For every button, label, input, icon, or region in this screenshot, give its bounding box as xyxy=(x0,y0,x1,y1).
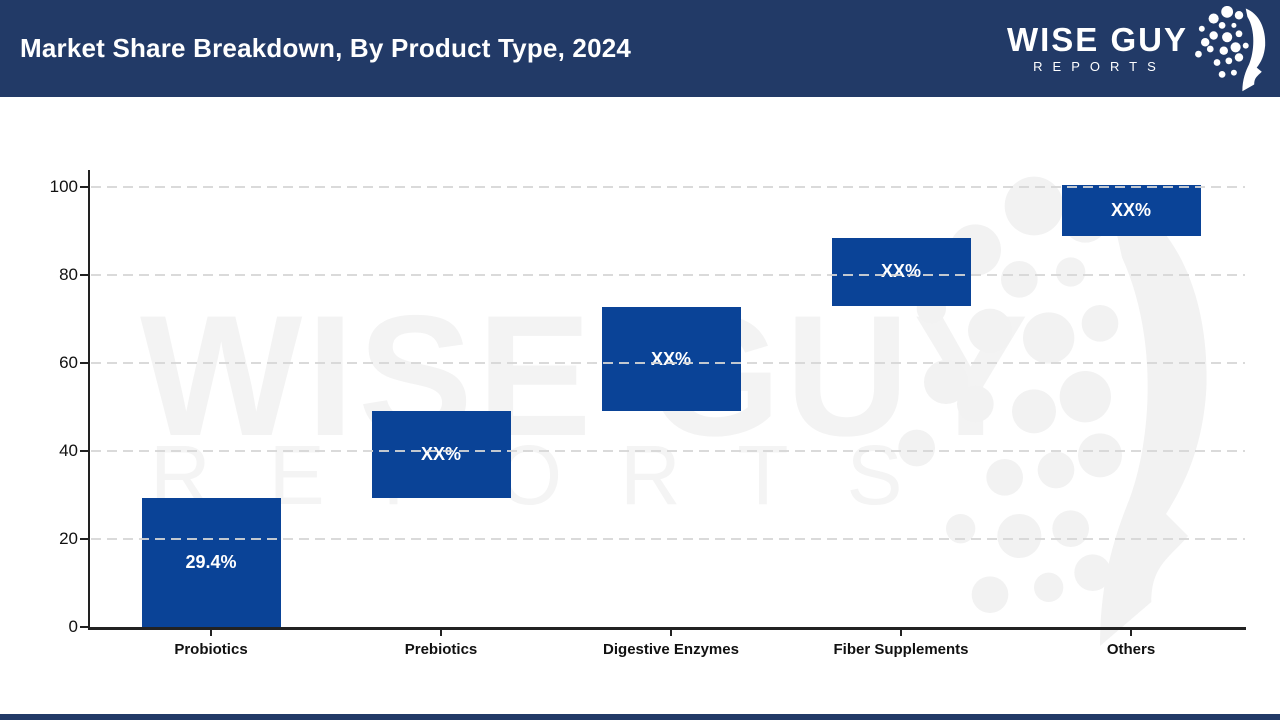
x-category-label: Digestive Enzymes xyxy=(603,641,739,658)
bar-segment: XX% xyxy=(831,238,971,306)
watermark-text-line1: WISE GUY xyxy=(140,280,1033,472)
y-tick-label: 100 xyxy=(49,177,78,196)
bar-segment: XX% xyxy=(601,307,741,411)
bar-value-label: XX% xyxy=(650,348,692,369)
grid-line xyxy=(91,450,1245,452)
y-tick-label: 60 xyxy=(59,353,78,372)
logo-face-icon xyxy=(1195,5,1266,91)
x-tick-mark xyxy=(1130,630,1132,636)
bar-segment: XX% xyxy=(1061,184,1201,236)
bar-value-label: XX% xyxy=(1110,199,1152,220)
y-tick-label: 40 xyxy=(59,441,78,460)
logo-text: WISE GUY REPORTS xyxy=(1007,23,1188,74)
x-axis-line xyxy=(88,627,1246,630)
header-banner: Market Share Breakdown, By Product Type,… xyxy=(0,0,1280,97)
y-tick-mark xyxy=(80,362,89,364)
bar-segment: 29.4% xyxy=(141,497,281,627)
x-tick-mark xyxy=(440,630,442,636)
x-category-label: Probiotics xyxy=(174,641,248,658)
y-tick-mark xyxy=(80,274,89,276)
x-category-label: Fiber Supplements xyxy=(833,641,969,658)
y-tick-mark xyxy=(80,186,89,188)
page-title: Market Share Breakdown, By Product Type,… xyxy=(20,33,632,63)
grid-line xyxy=(91,362,1245,364)
grid-line xyxy=(91,186,1245,188)
y-tick-label: 80 xyxy=(59,265,78,284)
logo-wordmark: WISE GUY xyxy=(1006,21,1188,58)
y-tick-mark xyxy=(80,538,89,540)
bar-value-label: XX% xyxy=(880,261,922,282)
x-category-label: Prebiotics xyxy=(404,641,478,658)
x-tick-mark xyxy=(900,630,902,636)
x-tick-mark xyxy=(210,630,212,636)
bar-value-label: XX% xyxy=(420,443,462,464)
grid-line xyxy=(91,274,1245,276)
bar-value-label: 29.4% xyxy=(185,551,237,572)
x-tick-mark xyxy=(670,630,672,636)
x-category-label: Others xyxy=(1106,641,1156,658)
bar-segment: XX% xyxy=(371,410,511,498)
y-axis-line xyxy=(88,170,90,629)
y-tick-mark xyxy=(80,450,89,452)
y-tick-label: 0 xyxy=(68,617,78,636)
footer-bar xyxy=(0,714,1280,720)
y-tick-mark xyxy=(80,626,89,628)
y-tick-label: 20 xyxy=(59,529,78,548)
logo-subtitle: REPORTS xyxy=(1033,59,1166,74)
logo: WISE GUY REPORTS xyxy=(1007,5,1280,92)
grid-line xyxy=(91,538,1245,540)
watermark: WISE GUY REPORTS xyxy=(0,97,1280,714)
